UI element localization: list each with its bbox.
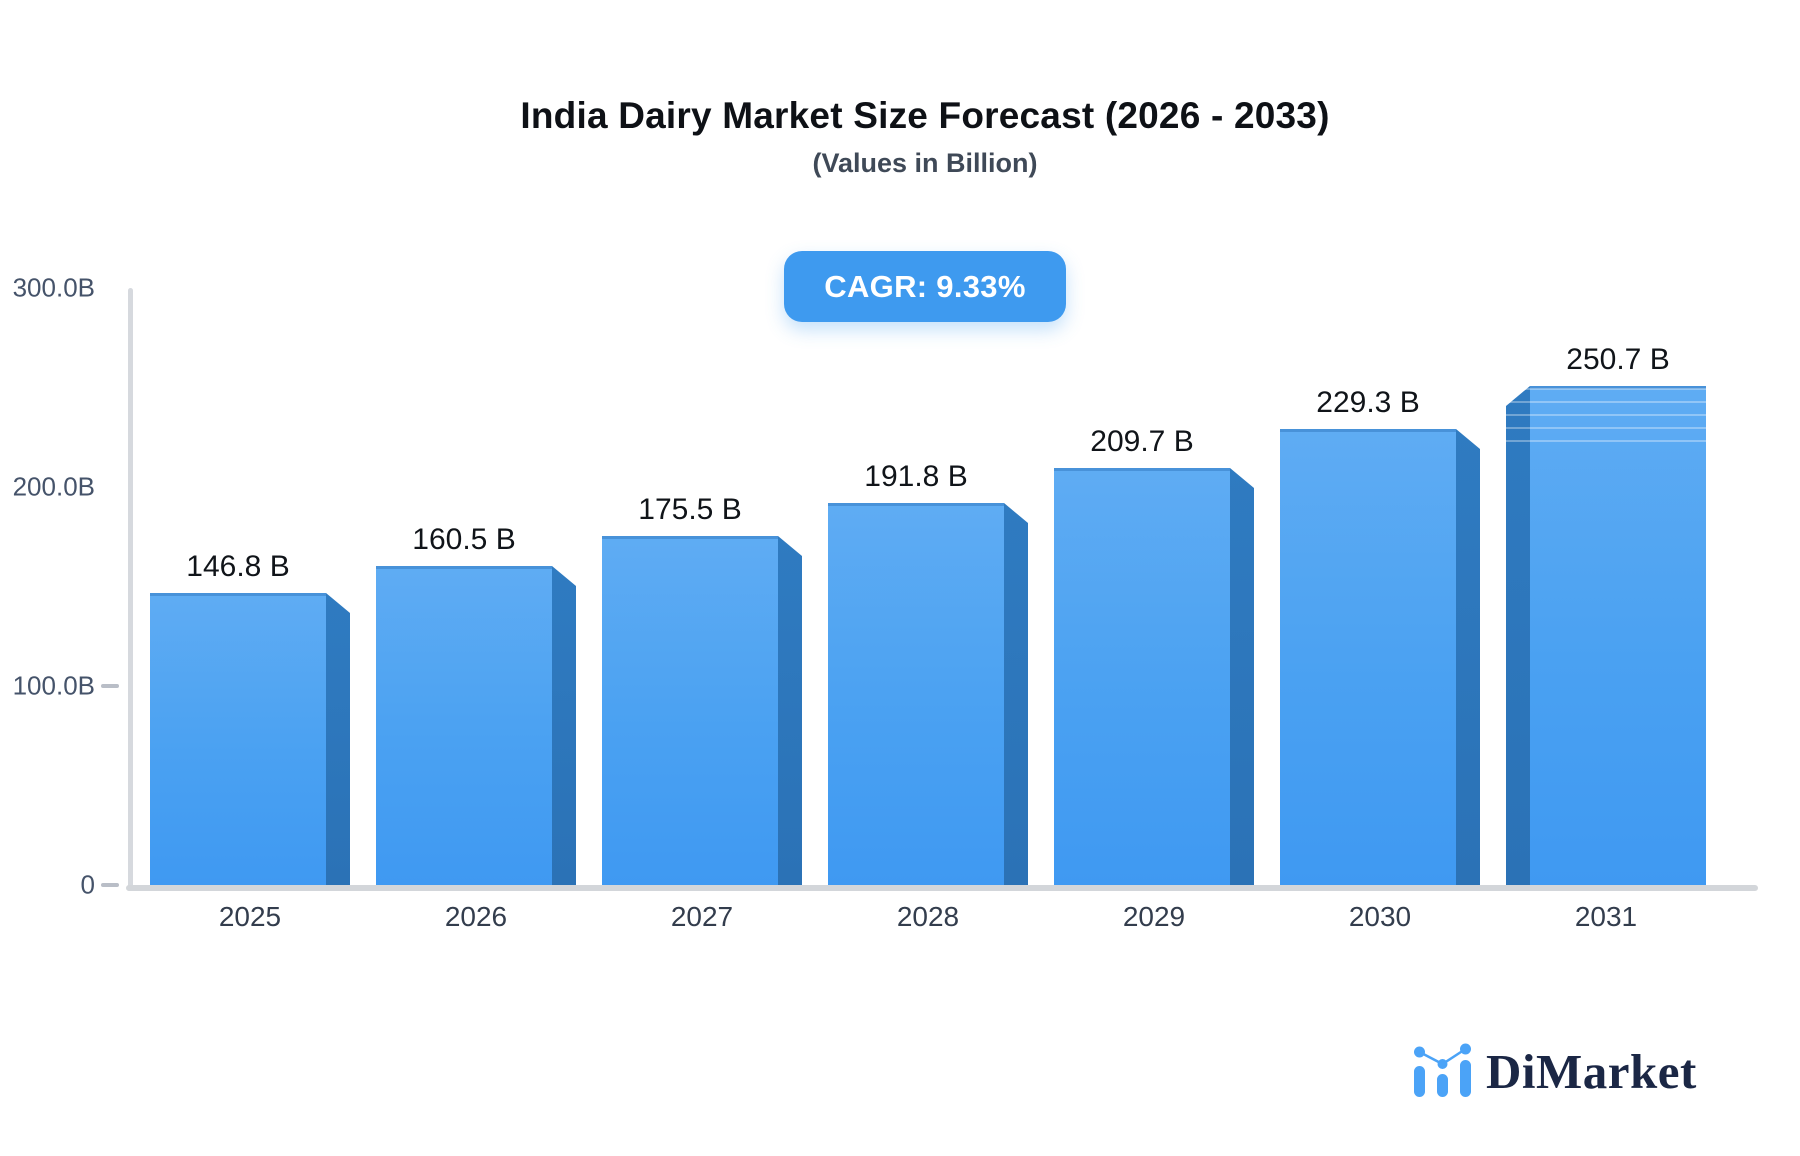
x-axis-label-2028: 2028 bbox=[896, 901, 960, 932]
y-axis-tick-label: 100.0B bbox=[12, 670, 95, 701]
y-axis-tick-mark bbox=[101, 684, 119, 688]
bar-face bbox=[828, 503, 1004, 885]
dimarket-logo[interactable]: DiMarket bbox=[1412, 1040, 1712, 1104]
bar-value-label: 209.7 B bbox=[1090, 425, 1194, 458]
y-axis-tick-label: 0 bbox=[80, 869, 95, 900]
bar-value-label: 250.7 B bbox=[1566, 343, 1670, 376]
y-axis-tick-label: 200.0B bbox=[12, 471, 95, 502]
bar-3d-side bbox=[1456, 429, 1480, 885]
bar-2030[interactable]: 229.3 B bbox=[1280, 386, 1480, 885]
bar-3d-side bbox=[778, 536, 802, 885]
bar-face bbox=[1530, 386, 1706, 885]
x-axis-baseline bbox=[126, 885, 1758, 891]
bar-face bbox=[1280, 429, 1456, 885]
bar-2031[interactable]: 250.7 B bbox=[1506, 343, 1706, 885]
bar-3d-side bbox=[1004, 503, 1028, 885]
cagr-badge-row: CAGR: 9.33% bbox=[100, 251, 1750, 322]
bar-3d-side bbox=[1506, 386, 1530, 885]
y-axis-line bbox=[128, 288, 133, 891]
bar-2027[interactable]: 175.5 B bbox=[602, 493, 802, 885]
x-axis-label-2026: 2026 bbox=[444, 901, 508, 932]
bar-3d-side bbox=[552, 566, 576, 885]
bar-value-label: 191.8 B bbox=[864, 460, 968, 493]
x-axis-label-2027: 2027 bbox=[670, 901, 734, 932]
bar-value-label: 229.3 B bbox=[1316, 386, 1420, 419]
bar-2028[interactable]: 191.8 B bbox=[828, 460, 1028, 885]
x-axis-label-2025: 2025 bbox=[218, 901, 282, 932]
bar-face bbox=[1054, 468, 1230, 885]
y-axis-tick-mark bbox=[101, 883, 119, 887]
bar-2025[interactable]: 146.8 B bbox=[150, 550, 350, 885]
x-axis-label-2029: 2029 bbox=[1122, 901, 1186, 932]
logo-text: DiMarket bbox=[1486, 1044, 1697, 1099]
mini-bar-chart-icon bbox=[1414, 1043, 1471, 1097]
bar-value-label: 175.5 B bbox=[638, 493, 742, 526]
bar-face bbox=[602, 536, 778, 885]
bar-value-label: 160.5 B bbox=[412, 523, 516, 556]
y-axis-tick-label: 300.0B bbox=[12, 272, 95, 303]
bar-3d-side bbox=[1230, 468, 1254, 885]
x-axis-label-2030: 2030 bbox=[1348, 901, 1412, 932]
cagr-badge: CAGR: 9.33% bbox=[784, 251, 1066, 322]
bar-face bbox=[376, 566, 552, 885]
bar-face bbox=[150, 593, 326, 885]
page-title: India Dairy Market Size Forecast (2026 -… bbox=[520, 95, 1330, 136]
chart-subtitle: (Values in Billion) bbox=[812, 148, 1038, 178]
bar-2029[interactable]: 209.7 B bbox=[1054, 425, 1254, 885]
bar-2026[interactable]: 160.5 B bbox=[376, 523, 576, 885]
bar-value-label: 146.8 B bbox=[186, 550, 290, 583]
x-axis-label-2031: 2031 bbox=[1574, 901, 1638, 932]
bar-3d-side bbox=[326, 593, 350, 885]
